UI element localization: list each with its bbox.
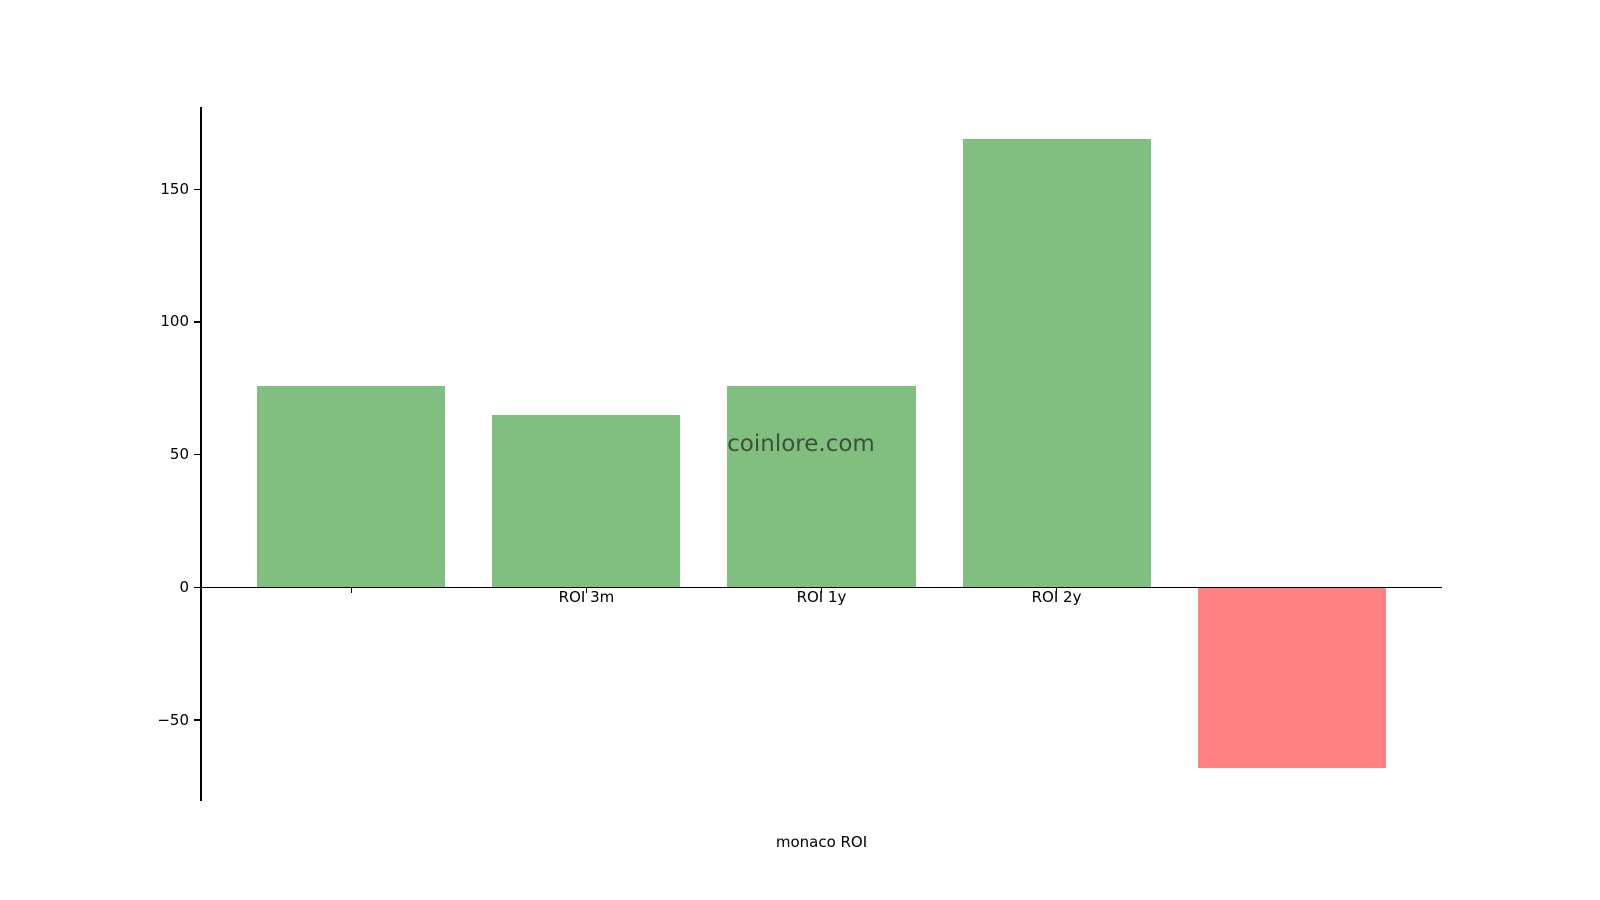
x-tick-mark — [820, 587, 823, 594]
watermark-text: coinlore.com — [727, 431, 875, 457]
x-axis-line — [201, 586, 1442, 589]
x-tick-mark — [585, 587, 588, 594]
x-tick-mark — [1055, 587, 1058, 594]
y-tick-label: −50 — [157, 710, 189, 729]
x-tick-mark — [350, 587, 353, 594]
y-tick-label: 50 — [169, 445, 189, 464]
y-tick-label: 100 — [160, 312, 189, 331]
y-tick-label: 150 — [160, 179, 189, 198]
bar-category-1 — [257, 385, 446, 588]
y-tick-label: 0 — [179, 577, 189, 596]
bar-roi-3m — [492, 414, 681, 588]
y-axis-line — [200, 107, 202, 801]
y-tick-mark — [194, 453, 200, 456]
bar-roi-1y — [727, 385, 916, 588]
x-tick-label: ROI 2y — [1031, 588, 1082, 607]
y-tick-mark — [194, 719, 200, 721]
bar-roi-2y — [962, 138, 1151, 588]
x-tick-label: ROI 3m — [558, 588, 615, 607]
x-tick-label: ROI 1y — [796, 588, 847, 607]
y-tick-mark — [194, 586, 200, 589]
y-tick-mark — [194, 321, 200, 323]
chart-title: monaco ROI — [775, 833, 868, 851]
bar-category-5 — [1197, 587, 1386, 768]
y-tick-mark — [194, 188, 200, 191]
